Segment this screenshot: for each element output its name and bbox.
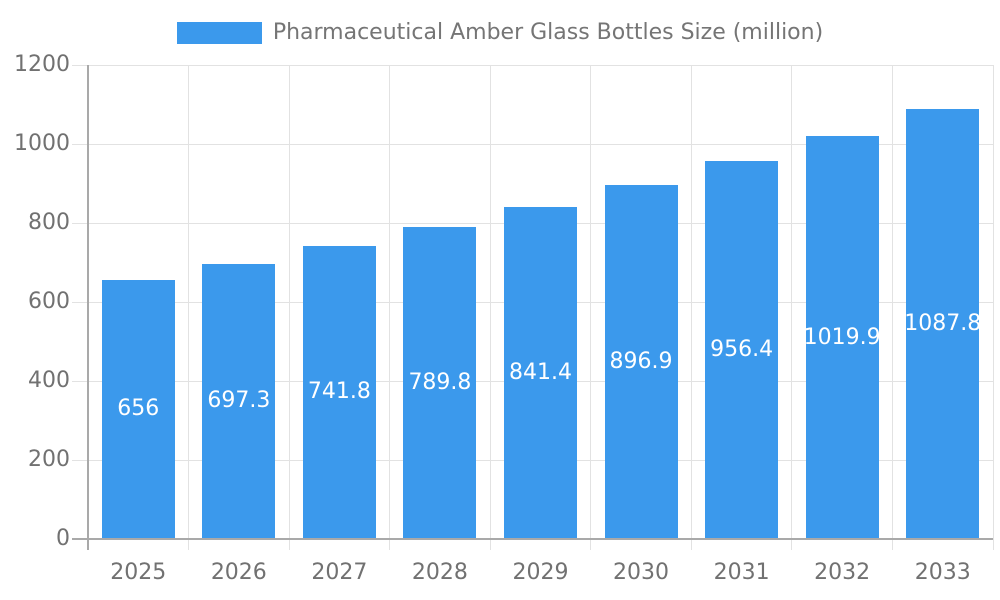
x-axis-label-2028: 2028: [411, 560, 468, 585]
bar-value-label: 656: [117, 396, 160, 422]
x-axis-tick-3: [389, 539, 391, 550]
bar-2027[interactable]: 741.8: [302, 245, 376, 539]
bar-value-label: 841.4: [509, 359, 572, 385]
x-axis-tick-9: [992, 539, 994, 550]
x-axis-label-2029: 2029: [512, 560, 569, 585]
y-axis-label-200: 200: [28, 447, 70, 472]
gridline-y-1200: [72, 64, 993, 66]
bar-2028[interactable]: 789.8: [403, 227, 477, 539]
x-axis-line: [72, 538, 993, 540]
x-axis-label-2031: 2031: [713, 560, 770, 585]
y-axis-label-400: 400: [28, 368, 70, 393]
bar-2031[interactable]: 956.4: [705, 161, 779, 539]
bar-value-label: 956.4: [710, 337, 774, 363]
bar-value-label: 896.9: [609, 348, 673, 374]
x-axis-tick-1: [188, 539, 190, 550]
y-axis-label-1000: 1000: [14, 131, 70, 156]
legend-label: Pharmaceutical Amber Glass Bottles Size …: [272, 20, 824, 45]
x-axis-tick-5: [590, 539, 592, 550]
gridline-x-7: [791, 65, 793, 539]
y-axis-label-800: 800: [28, 210, 70, 235]
gridline-x-4: [489, 65, 491, 539]
legend-swatch: [176, 22, 262, 44]
x-axis-label-2026: 2026: [210, 560, 267, 585]
bar-value-label: 741.8: [307, 379, 371, 405]
legend-item[interactable]: Pharmaceutical Amber Glass Bottles Size …: [0, 22, 1000, 44]
x-axis-label-2032: 2032: [814, 560, 871, 585]
gridline-x-6: [690, 65, 692, 539]
bar-value-label: 697.3: [207, 388, 271, 414]
bar-value-label: 789.8: [408, 370, 472, 395]
x-axis-tick-2: [288, 539, 290, 550]
bar-2033[interactable]: 1087.8: [904, 109, 982, 539]
x-axis-label-2033: 2033: [914, 560, 971, 585]
x-axis-label-2030: 2030: [613, 560, 670, 585]
gridline-x-8: [891, 65, 893, 539]
gridline-x-9: [992, 65, 994, 539]
x-axis-tick-8: [891, 539, 893, 550]
bar-2025[interactable]: 656: [101, 279, 175, 539]
y-axis-line: [87, 65, 89, 550]
y-axis-label-1200: 1200: [14, 52, 70, 77]
x-axis-tick-7: [791, 539, 793, 550]
bar-2032[interactable]: 1019.9: [803, 136, 881, 539]
gridline-x-5: [590, 65, 592, 539]
y-axis-label-600: 600: [28, 289, 70, 314]
x-axis-tick-4: [489, 539, 491, 550]
gridline-x-1: [188, 65, 190, 539]
x-axis-label-2027: 2027: [311, 560, 368, 585]
gridline-y-1000: [72, 143, 993, 145]
y-axis-label-0: 0: [56, 526, 70, 551]
bar-value-label: 1019.9: [803, 324, 881, 350]
x-axis-tick-6: [690, 539, 692, 550]
bar-value-label: 1087.8: [904, 311, 982, 337]
gridline-x-2: [288, 65, 290, 539]
x-axis-label-2025: 2025: [110, 560, 167, 585]
gridline-x-3: [389, 65, 391, 539]
bar-2029[interactable]: 841.4: [504, 206, 577, 539]
bar-2030[interactable]: 896.9: [604, 184, 678, 539]
bar-2026[interactable]: 697.3: [202, 263, 276, 539]
